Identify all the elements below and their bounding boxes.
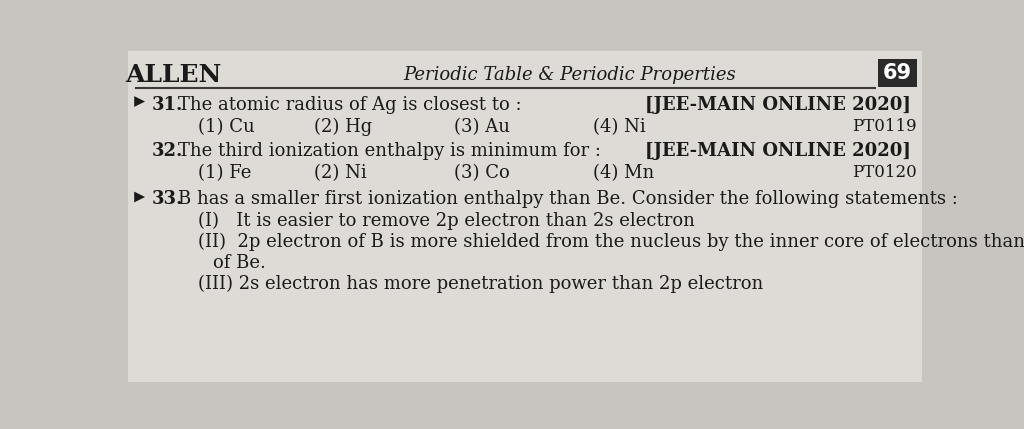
Text: 69: 69	[883, 63, 912, 83]
Text: (II)  2p electron of B is more shielded from the nucleus by the inner core of el: (II) 2p electron of B is more shielded f…	[198, 233, 1024, 251]
Text: (2) Ni: (2) Ni	[314, 164, 367, 182]
Polygon shape	[134, 192, 145, 202]
Text: ALLEN: ALLEN	[125, 63, 221, 87]
Text: (3) Au: (3) Au	[454, 118, 510, 136]
Text: PT0119: PT0119	[852, 118, 916, 135]
Text: (III) 2s electron has more penetration power than 2p electron: (III) 2s electron has more penetration p…	[198, 275, 763, 293]
Text: (1) Cu: (1) Cu	[198, 118, 255, 136]
Text: [JEE-MAIN ONLINE 2020]: [JEE-MAIN ONLINE 2020]	[645, 142, 910, 160]
Text: 32.: 32.	[152, 142, 182, 160]
Text: [JEE-MAIN ONLINE 2020]: [JEE-MAIN ONLINE 2020]	[645, 96, 910, 114]
Text: The atomic radius of Ag is closest to :: The atomic radius of Ag is closest to :	[178, 96, 522, 114]
Text: The third ionization enthalpy is minimum for :: The third ionization enthalpy is minimum…	[178, 142, 601, 160]
Text: B has a smaller first ionization enthalpy than Be. Consider the following statem: B has a smaller first ionization enthalp…	[178, 190, 958, 208]
FancyBboxPatch shape	[879, 59, 916, 87]
Polygon shape	[134, 96, 145, 107]
Text: (4) Mn: (4) Mn	[593, 164, 654, 182]
Text: of Be.: of Be.	[213, 254, 266, 272]
Text: (1) Fe: (1) Fe	[198, 164, 251, 182]
Text: 31.: 31.	[152, 96, 182, 114]
Text: (4) Ni: (4) Ni	[593, 118, 646, 136]
Text: PT0120: PT0120	[852, 164, 916, 181]
FancyBboxPatch shape	[128, 51, 922, 382]
Text: (I)   It is easier to remove 2p electron than 2s electron: (I) It is easier to remove 2p electron t…	[198, 211, 694, 230]
Text: (3) Co: (3) Co	[454, 164, 509, 182]
Text: Periodic Table & Periodic Properties: Periodic Table & Periodic Properties	[403, 66, 736, 84]
Text: 33.: 33.	[152, 190, 182, 208]
Text: (2) Hg: (2) Hg	[314, 118, 373, 136]
